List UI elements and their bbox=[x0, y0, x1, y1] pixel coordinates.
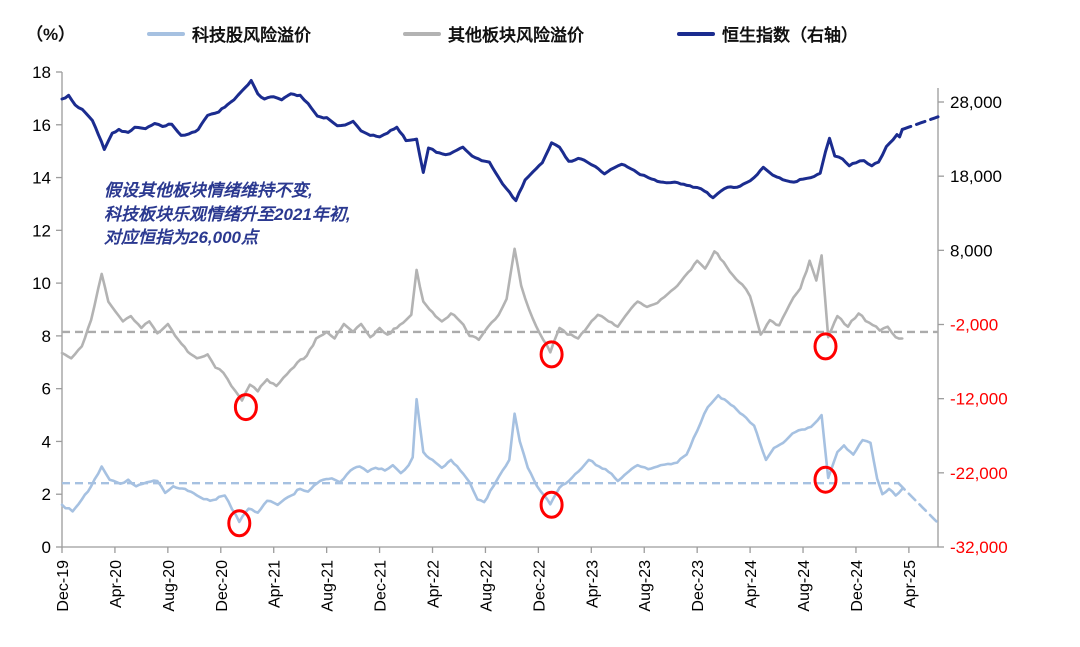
x-axis-tick-label: Aug-20 bbox=[161, 560, 178, 612]
left-axis-tick-label: 10 bbox=[32, 274, 51, 293]
red-circle-marker bbox=[539, 490, 564, 519]
right-axis-tick-label: 28,000 bbox=[950, 93, 1002, 112]
series-line bbox=[60, 79, 904, 203]
series-line bbox=[897, 481, 940, 525]
left-axis-tick-label: 6 bbox=[42, 380, 51, 399]
x-axis-tick-label: Apr-21 bbox=[267, 560, 284, 608]
series-line bbox=[900, 115, 940, 131]
annotation-line-3: 对应恒指为26,000点 bbox=[104, 228, 258, 247]
annotation-line-1: 假设其他板块情绪维持不变, bbox=[104, 181, 313, 200]
red-circle-marker bbox=[813, 465, 838, 494]
series-line bbox=[60, 247, 904, 402]
tech-premium-line-swatch bbox=[147, 31, 185, 36]
red-circle-marker bbox=[813, 332, 838, 361]
x-axis-ticks: Dec-19 Apr-20 Aug-20 Dec-20 Apr-21 Aug-21 Dec-… bbox=[55, 547, 919, 612]
red-circle-marker bbox=[233, 393, 258, 422]
red-circle-marker bbox=[539, 340, 564, 369]
x-axis-tick-label: Apr-25 bbox=[902, 560, 919, 608]
x-axis-tick-label: Dec-23 bbox=[690, 560, 707, 612]
left-axis-tick-label: 12 bbox=[32, 221, 51, 240]
x-axis-tick-label: Apr-20 bbox=[108, 560, 125, 608]
x-axis-tick-label: Apr-22 bbox=[426, 560, 443, 608]
x-axis-tick-label: Dec-24 bbox=[849, 560, 866, 612]
right-axis-tick-label: -22,000 bbox=[950, 464, 1008, 483]
left-axis-ticks: 0 2 4 6 8 10 12 14 16 18 bbox=[32, 63, 62, 557]
left-axis-tick-label: 0 bbox=[42, 538, 51, 557]
left-axis-tick-label: 8 bbox=[42, 327, 51, 346]
legend-item-other-premium: 其他板块风险溢价 bbox=[403, 21, 584, 46]
series-line bbox=[60, 394, 904, 524]
annotation-line-2: 科技板块乐观情绪升至2021年初, bbox=[104, 204, 351, 224]
legend-label-tech-premium: 科技股风险溢价 bbox=[192, 26, 311, 45]
x-axis-tick-label: Aug-24 bbox=[796, 560, 813, 612]
legend-item-tech-premium: 科技股风险溢价 bbox=[147, 21, 311, 46]
x-axis-tick-label: Aug-21 bbox=[320, 560, 337, 612]
hsi-line-swatch bbox=[677, 31, 715, 36]
axes bbox=[61, 72, 939, 548]
right-axis-ticks: 28,000 18,000 8,000 -2,000 -12,000 -22,000 -32… bbox=[938, 93, 1008, 557]
red-circle-marker bbox=[227, 509, 252, 538]
left-axis-tick-label: 18 bbox=[32, 63, 51, 82]
legend-label-other-premium: 其他板块风险溢价 bbox=[448, 26, 584, 45]
other-premium-line-swatch bbox=[403, 31, 441, 36]
right-axis-tick-label: -32,000 bbox=[950, 538, 1008, 557]
x-axis-tick-label: Aug-23 bbox=[637, 560, 654, 612]
left-axis-tick-label: 2 bbox=[42, 485, 51, 504]
y-axis-unit-label: （%） bbox=[26, 25, 76, 44]
series-lines bbox=[60, 79, 940, 525]
right-axis-tick-label: 18,000 bbox=[950, 167, 1002, 186]
right-axis-tick-label: 8,000 bbox=[950, 241, 993, 260]
x-axis-tick-label: Dec-20 bbox=[214, 560, 231, 612]
x-axis-tick-label: Dec-21 bbox=[373, 560, 390, 612]
x-axis-tick-label: Apr-23 bbox=[584, 560, 601, 608]
reference-lines bbox=[62, 330, 938, 485]
legend-item-hsi: 恒生指数（右轴） bbox=[677, 21, 858, 46]
x-axis-tick-label: Dec-22 bbox=[531, 560, 548, 612]
annotation: 假设其他板块情绪维持不变, 科技板块乐观情绪升至2021年初, 对应恒指为26,… bbox=[104, 179, 351, 250]
highlight-markers bbox=[227, 332, 838, 538]
left-axis-tick-label: 4 bbox=[42, 432, 51, 451]
x-axis-tick-label: Dec-19 bbox=[55, 560, 72, 612]
right-axis-tick-label: -12,000 bbox=[950, 390, 1008, 409]
left-axis-tick-label: 16 bbox=[32, 116, 51, 135]
right-axis-tick-label: -2,000 bbox=[950, 316, 998, 335]
x-axis-tick-label: Aug-22 bbox=[478, 560, 495, 612]
left-axis-tick-label: 14 bbox=[32, 169, 51, 188]
x-axis-tick-label: Apr-24 bbox=[743, 560, 760, 608]
legend-label-hsi: 恒生指数（右轴） bbox=[722, 26, 858, 45]
